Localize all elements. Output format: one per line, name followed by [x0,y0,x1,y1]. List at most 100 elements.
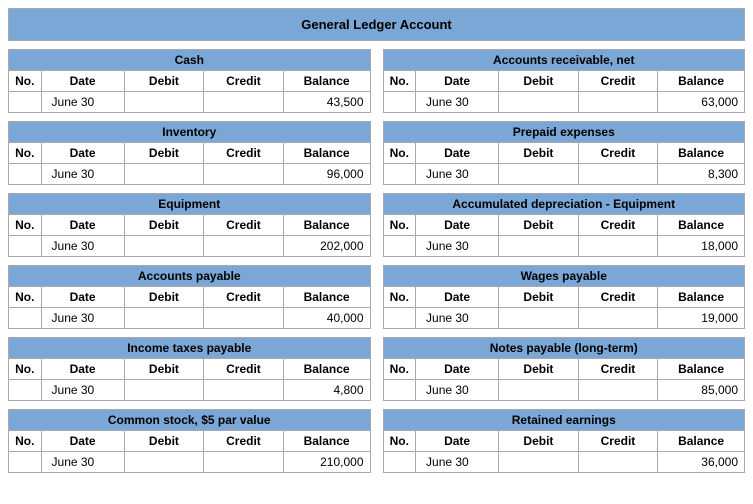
page-title: General Ledger Account [8,8,745,41]
cell-date: June 30 [41,92,124,113]
table-row: June 30 43,500 [9,92,371,113]
column-header-debit: Debit [499,287,579,308]
column-header-credit: Credit [204,143,284,164]
column-header-credit: Credit [578,287,658,308]
column-header-credit: Credit [578,71,658,92]
cell-date: June 30 [41,236,124,257]
cell-no [9,236,42,257]
column-header-no: No. [383,287,416,308]
cell-date: June 30 [416,164,499,185]
account-name: Cash [9,50,371,71]
cell-date: June 30 [416,236,499,257]
table-row: June 30 202,000 [9,236,371,257]
column-header-no: No. [383,215,416,236]
column-header-no: No. [9,215,42,236]
table-row: June 30 18,000 [383,236,745,257]
account-name: Prepaid expenses [383,122,745,143]
ledger-table: Income taxes payableNo.DateDebitCreditBa… [8,337,371,401]
column-header-balance: Balance [283,359,370,380]
cell-balance: 210,000 [283,452,370,473]
cell-no [383,92,416,113]
table-row: June 3096,000 [9,164,371,185]
column-header-balance: Balance [283,71,370,92]
cell-balance: 85,000 [658,380,745,401]
ledger-table: Accounts payableNo.DateDebitCreditBalanc… [8,265,371,329]
column-header-date: Date [41,359,124,380]
column-header-date: Date [41,143,124,164]
cell-credit [204,92,284,113]
cell-date: June 30 [41,308,124,329]
account-name: Wages payable [383,266,745,287]
table-row: June 3085,000 [383,380,745,401]
cell-debit [124,236,204,257]
cell-no [9,92,42,113]
cell-debit [499,380,579,401]
column-header-balance: Balance [658,287,745,308]
ledger-table: InventoryNo.DateDebitCreditBalanceJune 3… [8,121,371,185]
column-header-debit: Debit [499,215,579,236]
cell-balance: 43,500 [283,92,370,113]
cell-debit [499,92,579,113]
column-header-debit: Debit [499,71,579,92]
cell-debit [124,308,204,329]
cell-credit [204,452,284,473]
cell-balance: 19,000 [658,308,745,329]
column-header-balance: Balance [658,71,745,92]
column-header-debit: Debit [124,287,204,308]
ledger-row: EquipmentNo.DateDebitCreditBalanceJune 3… [8,193,745,257]
column-header-no: No. [383,71,416,92]
account-name: Accumulated depreciation - Equipment [383,194,745,215]
column-header-balance: Balance [283,287,370,308]
cell-debit [499,164,579,185]
column-header-credit: Credit [204,71,284,92]
cell-balance: 202,000 [283,236,370,257]
cell-debit [124,452,204,473]
cell-credit [578,380,658,401]
account-name: Income taxes payable [9,338,371,359]
cell-no [383,236,416,257]
column-header-debit: Debit [124,143,204,164]
column-header-date: Date [41,71,124,92]
cell-date: June 30 [41,164,124,185]
account-name: Notes payable (long-term) [383,338,745,359]
cell-no [9,380,42,401]
column-header-no: No. [9,71,42,92]
ledger-row: InventoryNo.DateDebitCreditBalanceJune 3… [8,121,745,185]
column-header-date: Date [41,287,124,308]
column-header-credit: Credit [578,359,658,380]
ledger-table: Retained earningsNo.DateDebitCreditBalan… [383,409,746,473]
cell-credit [578,92,658,113]
cell-debit [499,308,579,329]
column-header-no: No. [383,143,416,164]
table-row: June 3040,000 [9,308,371,329]
column-header-balance: Balance [658,143,745,164]
cell-no [9,308,42,329]
cell-credit [204,380,284,401]
ledger-container: CashNo.DateDebitCreditBalanceJune 3043,5… [8,49,745,473]
cell-no [383,308,416,329]
column-header-debit: Debit [499,359,579,380]
cell-balance: 36,000 [658,452,745,473]
column-header-balance: Balance [658,215,745,236]
ledger-row: Income taxes payableNo.DateDebitCreditBa… [8,337,745,401]
cell-date: June 30 [416,308,499,329]
table-row: June 3063,000 [383,92,745,113]
ledger-row: Common stock, $5 par valueNo.DateDebitCr… [8,409,745,473]
column-header-date: Date [416,143,499,164]
column-header-credit: Credit [204,215,284,236]
ledger-row: Accounts payableNo.DateDebitCreditBalanc… [8,265,745,329]
column-header-date: Date [41,431,124,452]
cell-balance: 18,000 [658,236,745,257]
column-header-debit: Debit [124,359,204,380]
column-header-credit: Credit [578,143,658,164]
cell-credit [578,308,658,329]
cell-no [9,164,42,185]
account-name: Common stock, $5 par value [9,410,371,431]
cell-no [383,164,416,185]
column-header-no: No. [383,359,416,380]
column-header-date: Date [416,359,499,380]
column-header-debit: Debit [124,71,204,92]
ledger-table: Common stock, $5 par valueNo.DateDebitCr… [8,409,371,473]
cell-balance: 4,800 [283,380,370,401]
cell-credit [578,236,658,257]
